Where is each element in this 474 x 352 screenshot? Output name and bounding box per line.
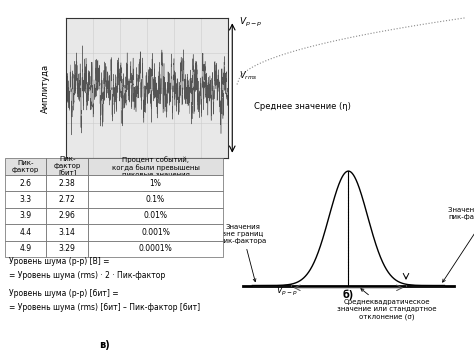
Text: Уровень шума (p-p) [бит] =: Уровень шума (p-p) [бит] = (9, 289, 119, 298)
Text: Значения
вне границ
пик-фактора: Значения вне границ пик-фактора (219, 224, 266, 282)
Text: $V_{p-p}$: $V_{p-p}$ (239, 16, 263, 29)
Text: Значение вне границ
пик-фактора: Значение вне границ пик-фактора (443, 207, 474, 282)
Text: Уровень шума (p-p) [В] =: Уровень шума (p-p) [В] = (9, 257, 110, 266)
Text: в): в) (99, 340, 109, 351)
Text: б): б) (343, 289, 354, 300)
Text: $V_{rms}$: $V_{rms}$ (239, 69, 258, 82)
Text: Амплитуда: Амплитуда (41, 63, 50, 113)
Text: а): а) (141, 189, 153, 199)
Text: Среднеквадратическое
значение или стандартное
отклонение (σ): Среднеквадратическое значение или станда… (337, 289, 437, 320)
Text: = Уровень шума (rms) [бит] – Пик-фактор [бит]: = Уровень шума (rms) [бит] – Пик-фактор … (9, 303, 201, 312)
Text: = Уровень шума (rms) · 2 · Пик-фактор: = Уровень шума (rms) · 2 · Пик-фактор (9, 271, 166, 280)
Text: Время: Время (133, 175, 161, 184)
Text: Среднее значение (η): Среднее значение (η) (254, 102, 350, 111)
Text: $V_{p-p}$: $V_{p-p}$ (276, 285, 298, 298)
